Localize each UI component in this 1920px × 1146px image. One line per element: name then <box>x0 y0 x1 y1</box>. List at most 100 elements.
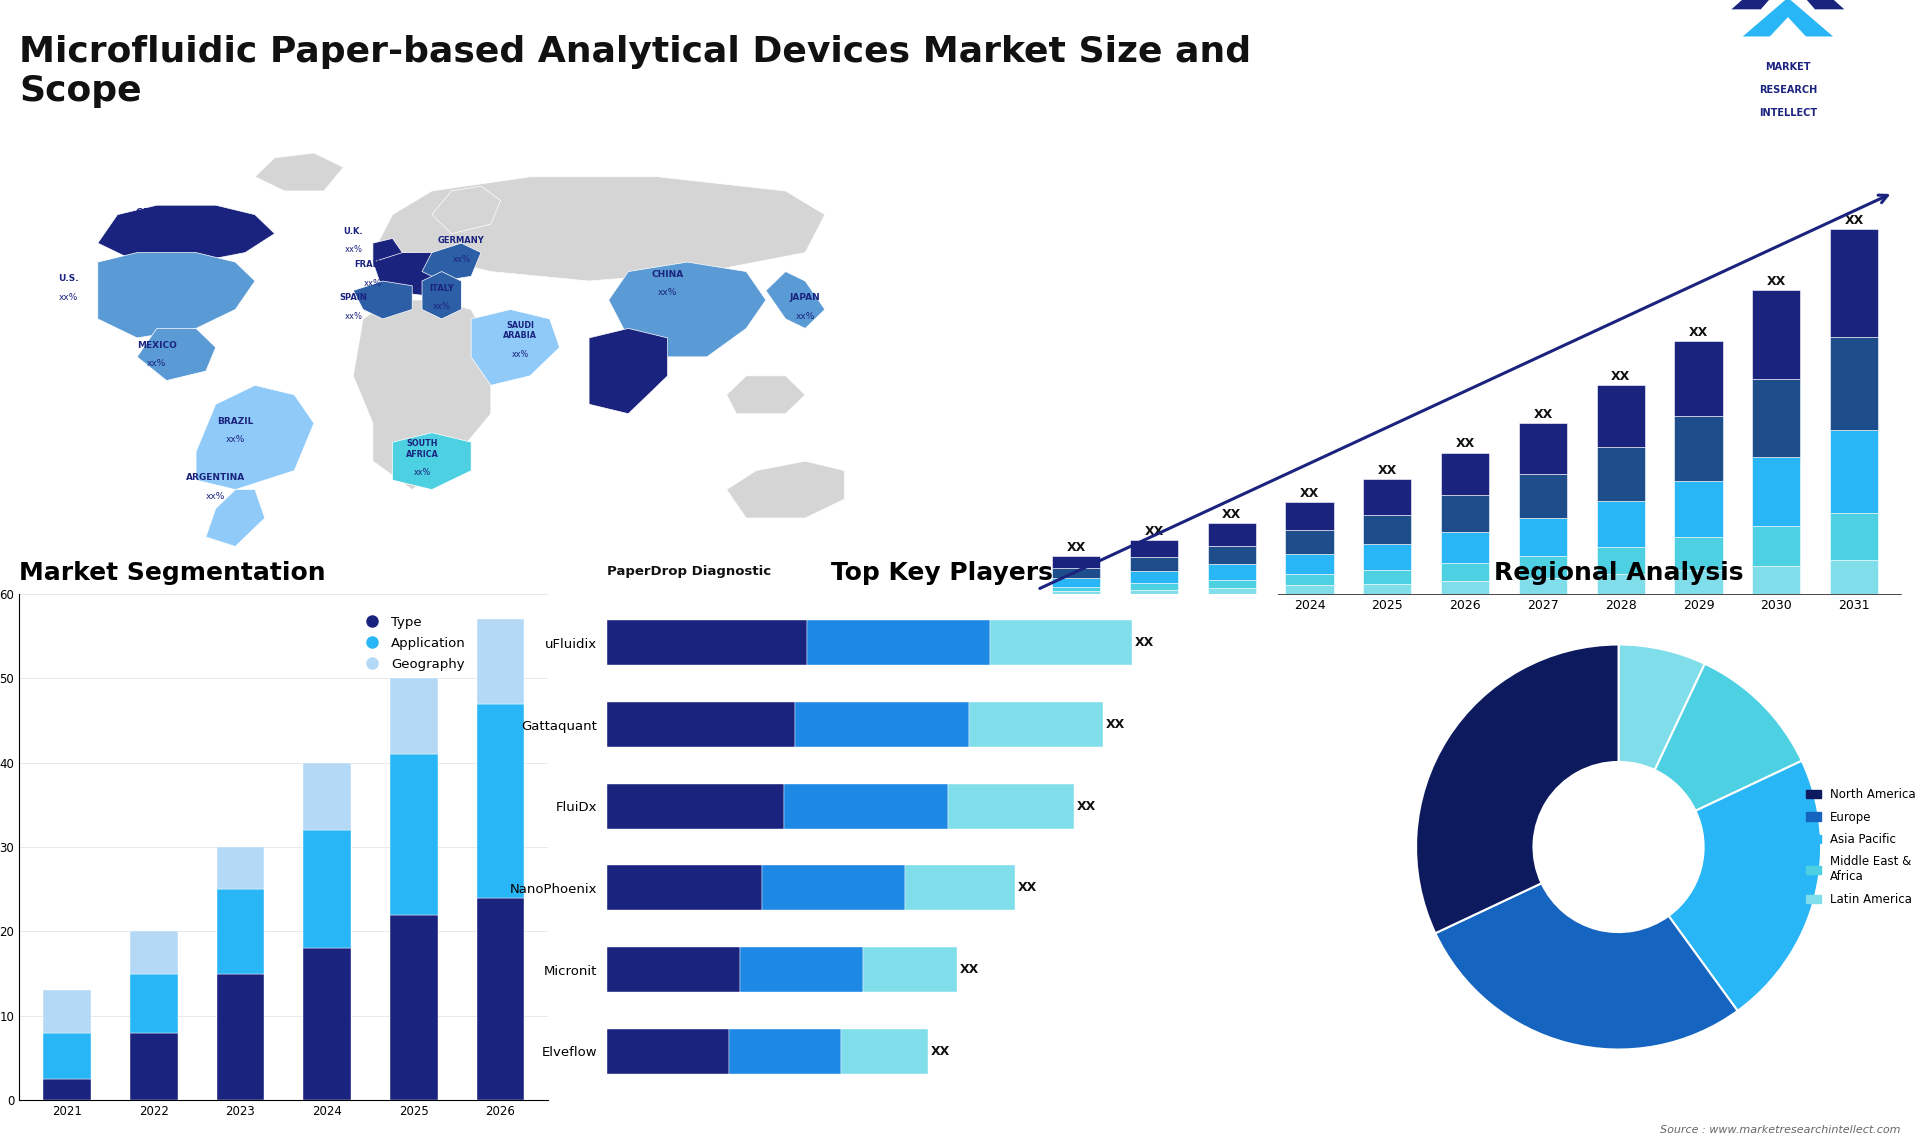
Bar <box>806 620 991 666</box>
Bar <box>1674 340 1722 416</box>
Text: xx%: xx% <box>205 492 225 501</box>
Text: Microfluidic Paper-based Analytical Devices Market Size and
Scope: Microfluidic Paper-based Analytical Devi… <box>19 34 1252 108</box>
Bar <box>862 947 956 992</box>
Polygon shape <box>353 300 492 489</box>
Bar <box>739 947 862 992</box>
Bar <box>1052 568 1100 579</box>
Bar <box>44 990 90 1033</box>
Text: XX: XX <box>1845 214 1864 227</box>
Bar <box>303 762 351 830</box>
Text: XX: XX <box>931 1045 950 1058</box>
Text: U.S.: U.S. <box>58 274 79 283</box>
Polygon shape <box>255 154 344 191</box>
Bar <box>1363 479 1411 515</box>
Text: XX: XX <box>960 963 979 976</box>
Bar <box>795 702 970 747</box>
Bar <box>607 947 739 992</box>
Text: xx%: xx% <box>344 312 363 321</box>
Bar <box>785 784 948 829</box>
Text: xx%: xx% <box>227 435 246 444</box>
Text: MEXICO: MEXICO <box>136 340 177 350</box>
Circle shape <box>1534 762 1703 932</box>
Text: Source : www.marketresearchintellect.com: Source : www.marketresearchintellect.com <box>1661 1124 1901 1135</box>
Bar <box>390 915 438 1100</box>
Bar <box>1597 447 1645 501</box>
Bar <box>1753 566 1801 594</box>
Legend: Type, Application, Geography: Type, Application, Geography <box>353 611 470 676</box>
Text: JAPAN: JAPAN <box>789 293 820 303</box>
Bar <box>476 704 524 897</box>
Bar <box>1129 590 1179 594</box>
Bar <box>1052 591 1100 594</box>
Polygon shape <box>196 385 315 489</box>
Bar <box>1753 379 1801 457</box>
Bar <box>1830 337 1878 430</box>
Text: xx%: xx% <box>413 469 430 477</box>
Bar <box>1442 453 1490 495</box>
Bar <box>1208 524 1256 545</box>
Polygon shape <box>136 329 215 380</box>
Bar <box>1129 557 1179 571</box>
Text: xx%: xx% <box>148 227 167 236</box>
Wedge shape <box>1668 761 1820 1011</box>
Bar <box>1286 586 1334 594</box>
Bar <box>904 865 1016 910</box>
Text: SPAIN: SPAIN <box>340 293 367 303</box>
Polygon shape <box>353 281 413 319</box>
Bar <box>1052 587 1100 591</box>
Bar <box>1753 290 1801 379</box>
Text: SOUTH
AFRICA: SOUTH AFRICA <box>405 439 438 458</box>
Text: ITALY: ITALY <box>430 284 453 293</box>
Text: XX: XX <box>1300 487 1319 500</box>
Bar <box>1208 588 1256 594</box>
Title: Top Key Players: Top Key Players <box>831 562 1054 584</box>
Bar <box>1519 518 1567 556</box>
Bar <box>1363 515 1411 544</box>
Bar <box>1363 544 1411 570</box>
Bar <box>1830 513 1878 560</box>
Bar <box>1597 574 1645 594</box>
Text: xx%: xx% <box>609 374 628 383</box>
Bar <box>1442 581 1490 594</box>
Bar <box>1129 582 1179 590</box>
Bar <box>1052 579 1100 587</box>
Bar <box>1597 548 1645 574</box>
Polygon shape <box>372 176 826 281</box>
Polygon shape <box>609 262 766 356</box>
Bar <box>1597 501 1645 548</box>
Bar <box>1442 532 1490 563</box>
Text: XX: XX <box>1106 719 1125 731</box>
Polygon shape <box>205 489 265 547</box>
Bar <box>131 1033 179 1100</box>
Bar <box>1129 571 1179 582</box>
Text: U.K.: U.K. <box>344 227 363 236</box>
Text: PaperDrop Diagnostic: PaperDrop Diagnostic <box>607 565 772 578</box>
Wedge shape <box>1619 644 1705 770</box>
Bar <box>303 830 351 948</box>
Bar <box>1674 537 1722 570</box>
Bar <box>841 1029 927 1074</box>
Bar <box>1830 430 1878 513</box>
Polygon shape <box>372 252 442 296</box>
Bar <box>1286 555 1334 574</box>
Bar <box>1286 574 1334 586</box>
Polygon shape <box>392 433 470 489</box>
Legend: North America, Europe, Asia Pacific, Middle East &
Africa, Latin America: North America, Europe, Asia Pacific, Mid… <box>1801 784 1920 911</box>
Bar <box>217 889 265 974</box>
Bar <box>1363 570 1411 584</box>
Bar <box>476 897 524 1100</box>
Bar <box>607 702 795 747</box>
Text: INDIA: INDIA <box>605 355 634 364</box>
Text: XX: XX <box>1611 369 1630 383</box>
Wedge shape <box>1436 884 1738 1050</box>
Polygon shape <box>726 461 845 518</box>
Bar <box>1286 531 1334 555</box>
Bar <box>1830 560 1878 594</box>
Bar <box>991 620 1131 666</box>
Bar <box>1753 526 1801 566</box>
Bar <box>1830 229 1878 337</box>
Text: xx%: xx% <box>148 359 167 368</box>
Bar <box>730 1029 841 1074</box>
Bar <box>607 784 785 829</box>
Text: XX: XX <box>1018 881 1037 894</box>
